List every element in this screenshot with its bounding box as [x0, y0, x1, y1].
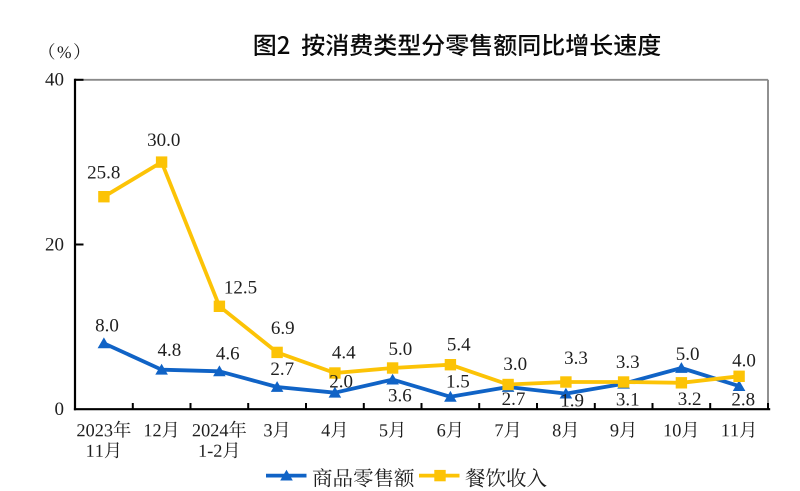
svg-text:1.9: 1.9: [560, 390, 584, 411]
svg-text:3.6: 3.6: [388, 386, 412, 407]
svg-text:3.3: 3.3: [616, 352, 640, 373]
svg-text:3.2: 3.2: [678, 389, 702, 410]
svg-text:40: 40: [45, 70, 64, 91]
svg-text:20: 20: [45, 234, 64, 255]
svg-text:2.0: 2.0: [329, 371, 353, 392]
svg-text:4.6: 4.6: [216, 343, 240, 364]
svg-text:3.1: 3.1: [616, 390, 640, 411]
svg-text:5.0: 5.0: [676, 344, 700, 365]
svg-text:5.0: 5.0: [389, 339, 413, 360]
svg-text:2.7: 2.7: [270, 359, 294, 380]
svg-text:4.8: 4.8: [158, 340, 182, 361]
svg-text:30.0: 30.0: [147, 130, 180, 151]
svg-text:1.5: 1.5: [446, 372, 470, 393]
svg-text:12.5: 12.5: [224, 278, 257, 299]
svg-text:5.4: 5.4: [447, 334, 471, 355]
svg-text:25.8: 25.8: [87, 163, 120, 184]
svg-text:8.0: 8.0: [95, 315, 119, 336]
svg-text:2.7: 2.7: [502, 389, 526, 410]
svg-text:6.9: 6.9: [271, 318, 295, 339]
svg-text:4.4: 4.4: [332, 342, 356, 363]
svg-text:2.8: 2.8: [731, 390, 755, 411]
svg-text:4.0: 4.0: [732, 350, 756, 371]
svg-text:3.3: 3.3: [564, 348, 588, 369]
svg-text:0: 0: [55, 399, 65, 420]
svg-text:3.0: 3.0: [503, 354, 527, 375]
